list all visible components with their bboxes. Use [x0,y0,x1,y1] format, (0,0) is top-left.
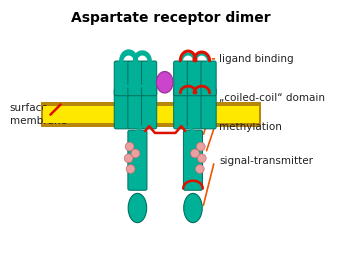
FancyBboxPatch shape [128,88,143,129]
FancyBboxPatch shape [141,88,157,129]
Ellipse shape [125,142,134,151]
FancyBboxPatch shape [187,61,203,96]
Bar [41,102,261,127]
Ellipse shape [195,165,204,173]
Ellipse shape [131,149,140,158]
Bar [43,106,259,123]
Text: ligand binding: ligand binding [219,54,294,64]
Text: methylation: methylation [219,122,282,132]
Text: „coiled-coil“ domain: „coiled-coil“ domain [219,93,325,103]
FancyBboxPatch shape [114,88,130,129]
Ellipse shape [128,193,147,223]
Ellipse shape [184,193,202,223]
Ellipse shape [124,154,133,163]
FancyBboxPatch shape [141,61,157,96]
Ellipse shape [196,142,205,151]
Ellipse shape [156,72,173,93]
FancyBboxPatch shape [174,61,189,96]
Ellipse shape [126,165,135,173]
Ellipse shape [197,154,206,163]
Text: signal-transmitter: signal-transmitter [219,156,313,166]
FancyBboxPatch shape [183,130,203,190]
FancyBboxPatch shape [114,61,130,96]
FancyBboxPatch shape [174,88,189,129]
FancyBboxPatch shape [201,61,216,96]
FancyBboxPatch shape [128,61,143,96]
Text: Aspartate receptor dimer: Aspartate receptor dimer [71,11,270,25]
FancyBboxPatch shape [201,88,216,129]
FancyBboxPatch shape [187,88,203,129]
FancyBboxPatch shape [128,130,147,190]
Ellipse shape [190,149,199,158]
Text: surface
membrane: surface membrane [10,103,67,126]
